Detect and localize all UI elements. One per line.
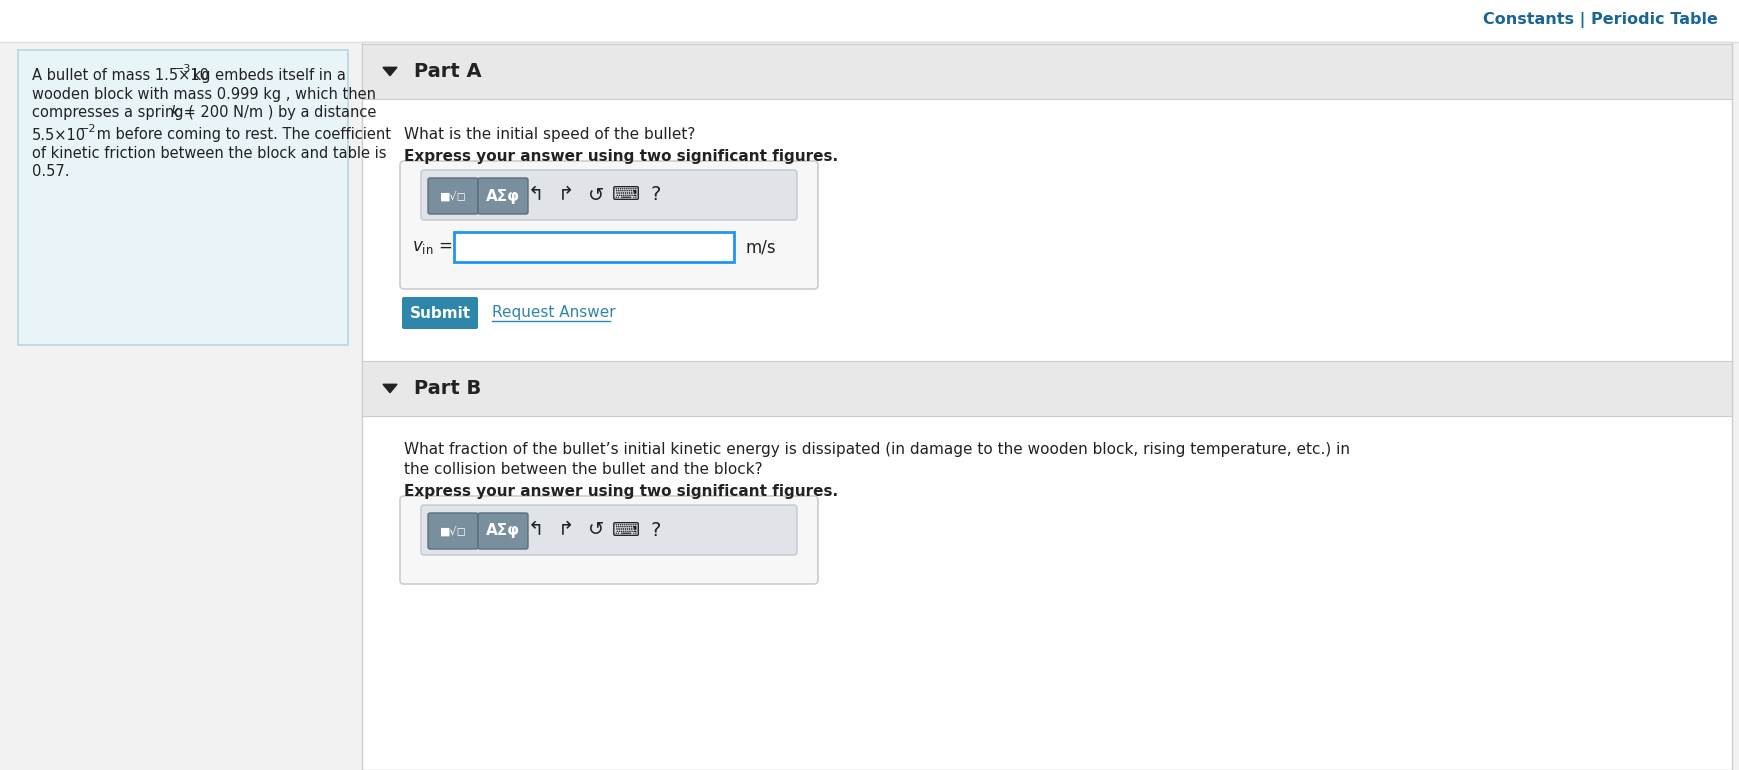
Text: ↺: ↺ xyxy=(588,521,603,540)
Bar xyxy=(362,42,1730,770)
Text: m before coming to rest. The coefficient: m before coming to rest. The coefficient xyxy=(92,128,391,142)
Text: −2: −2 xyxy=(80,123,96,133)
Text: −3: −3 xyxy=(176,64,191,74)
Text: What is the initial speed of the bullet?: What is the initial speed of the bullet? xyxy=(403,127,696,142)
Text: 5.5×10: 5.5×10 xyxy=(31,128,85,142)
Text: ↰: ↰ xyxy=(527,186,544,205)
Text: Constants | Periodic Table: Constants | Periodic Table xyxy=(1482,12,1716,28)
FancyBboxPatch shape xyxy=(428,513,478,549)
FancyBboxPatch shape xyxy=(478,178,527,214)
Text: 0.57.: 0.57. xyxy=(31,165,70,179)
Text: Submit: Submit xyxy=(409,306,470,320)
Text: ↰: ↰ xyxy=(527,521,544,540)
Text: kg embeds itself in a: kg embeds itself in a xyxy=(188,68,346,83)
Bar xyxy=(454,232,734,262)
Text: = 200 N/m ) by a distance: = 200 N/m ) by a distance xyxy=(179,105,376,120)
Polygon shape xyxy=(383,384,396,393)
Text: m/s: m/s xyxy=(746,238,776,256)
Text: AΣφ: AΣφ xyxy=(485,189,520,203)
Text: ?: ? xyxy=(650,521,661,540)
Polygon shape xyxy=(383,67,396,75)
Text: What fraction of the bullet’s initial kinetic energy is dissipated (in damage to: What fraction of the bullet’s initial ki… xyxy=(403,442,1349,457)
FancyBboxPatch shape xyxy=(402,297,478,329)
Text: ⌨: ⌨ xyxy=(612,186,640,205)
Text: ■√◻: ■√◻ xyxy=(440,526,466,536)
Text: ⌨: ⌨ xyxy=(612,521,640,540)
Text: AΣφ: AΣφ xyxy=(485,524,520,538)
Text: Part A: Part A xyxy=(414,62,482,81)
FancyBboxPatch shape xyxy=(400,496,817,584)
Bar xyxy=(362,361,1730,416)
Text: ↱: ↱ xyxy=(558,521,574,540)
FancyBboxPatch shape xyxy=(428,178,478,214)
FancyBboxPatch shape xyxy=(478,513,527,549)
Text: $v_\mathrm{in}$ =: $v_\mathrm{in}$ = xyxy=(412,238,452,256)
Text: Express your answer using two significant figures.: Express your answer using two significan… xyxy=(403,149,838,164)
Text: Part B: Part B xyxy=(414,379,482,398)
Text: of kinetic friction between the block and table is: of kinetic friction between the block an… xyxy=(31,146,386,161)
Text: A bullet of mass 1.5×10: A bullet of mass 1.5×10 xyxy=(31,68,209,83)
Bar xyxy=(0,0,1739,42)
FancyBboxPatch shape xyxy=(421,505,796,555)
Text: compresses a spring (: compresses a spring ( xyxy=(31,105,193,120)
Text: the collision between the bullet and the block?: the collision between the bullet and the… xyxy=(403,462,762,477)
Text: ↱: ↱ xyxy=(558,186,574,205)
FancyBboxPatch shape xyxy=(17,50,348,345)
Text: Express your answer using two significant figures.: Express your answer using two significan… xyxy=(403,484,838,499)
Text: wooden block with mass 0.999 kg , which then: wooden block with mass 0.999 kg , which … xyxy=(31,86,376,102)
Bar xyxy=(362,44,1730,99)
FancyBboxPatch shape xyxy=(421,170,796,220)
Text: ↺: ↺ xyxy=(588,186,603,205)
FancyBboxPatch shape xyxy=(400,161,817,289)
Text: k: k xyxy=(170,105,179,120)
Text: ?: ? xyxy=(650,186,661,205)
Text: Request Answer: Request Answer xyxy=(492,306,616,320)
Text: ■√◻: ■√◻ xyxy=(440,191,466,201)
